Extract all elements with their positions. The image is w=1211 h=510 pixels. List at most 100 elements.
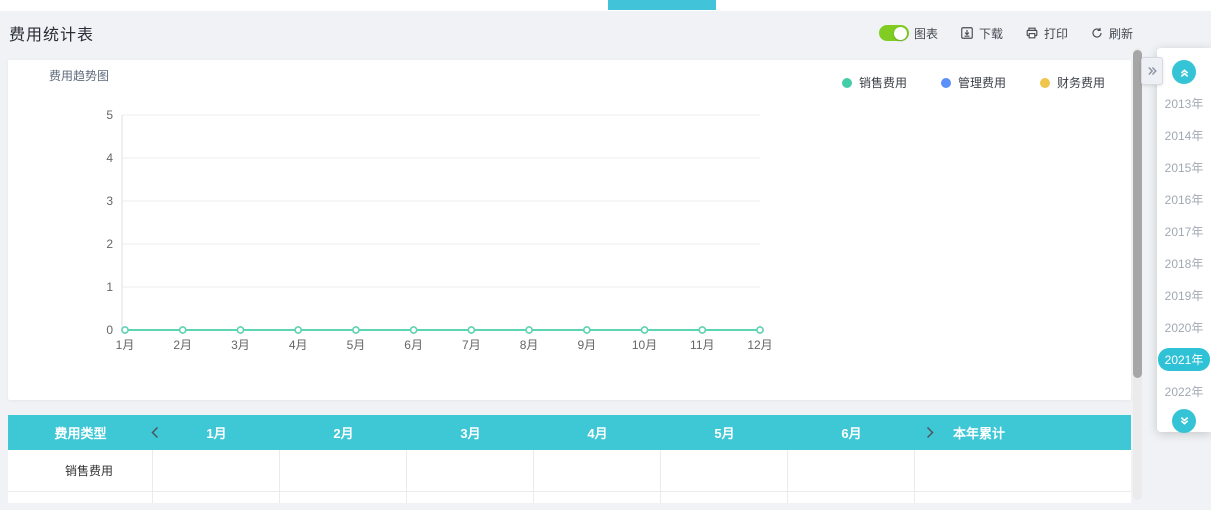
year-item[interactable]: 2013年 xyxy=(1158,87,1211,119)
year-item[interactable]: 2016年 xyxy=(1158,183,1211,215)
year-label: 2016年 xyxy=(1164,192,1204,207)
year-panel-collapse-button[interactable] xyxy=(1141,57,1163,85)
value-cell xyxy=(915,450,1131,491)
refresh-label: 刷新 xyxy=(1108,26,1133,41)
year-item[interactable]: 2021年 xyxy=(1157,343,1211,375)
top-strip xyxy=(0,0,1211,11)
year-label: 2014年 xyxy=(1164,128,1204,143)
year-list: 2013年 2014年 2015年 2016年 2017年 2018年 2019年 2020年… xyxy=(1157,87,1211,407)
svg-text:4月: 4月 xyxy=(289,338,308,352)
double-chevron-right-icon xyxy=(1148,67,1157,75)
active-tab-indicator[interactable] xyxy=(608,0,716,10)
year-label: 2018年 xyxy=(1164,256,1204,271)
year-item[interactable]: 2017年 xyxy=(1158,215,1211,247)
svg-text:11月: 11月 xyxy=(690,338,714,352)
next-months-arrow[interactable] xyxy=(925,415,935,450)
svg-text:8月: 8月 xyxy=(520,338,539,352)
value-cell xyxy=(407,492,534,503)
title-bar: 费用统计表 图表 下载 打印 刷新 xyxy=(0,11,1211,55)
legend-dot xyxy=(940,77,951,88)
chart-toggle[interactable] xyxy=(878,25,909,41)
value-cell xyxy=(661,492,788,503)
expense-type-cell: 管理费用 xyxy=(8,492,153,503)
value-cell xyxy=(915,492,1131,503)
prev-months-arrow[interactable] xyxy=(150,415,160,450)
year-item[interactable]: 2020年 xyxy=(1158,311,1211,343)
scroll-years-down-button[interactable] xyxy=(1172,409,1196,433)
value-cell xyxy=(788,492,915,503)
chart-toggle-group: 图表 xyxy=(878,25,938,42)
year-item[interactable]: 2018年 xyxy=(1158,247,1211,279)
value-cell xyxy=(788,450,915,491)
legend-label: 管理费用 xyxy=(957,76,1006,90)
table-header: 费用类型 1月 2月 3月 4月 5月 6月 本年累计 xyxy=(8,415,1131,450)
column-header-label: 2月 xyxy=(333,426,354,441)
column-header: 5月 xyxy=(661,415,788,450)
value-cell xyxy=(407,450,534,491)
legend-item[interactable]: 销售费用 xyxy=(841,74,907,91)
year-label: 2015年 xyxy=(1164,160,1204,175)
refresh-icon xyxy=(1090,26,1104,40)
toggle-knob xyxy=(894,26,908,40)
year-item[interactable]: 2015年 xyxy=(1158,151,1211,183)
svg-text:10月: 10月 xyxy=(632,338,657,352)
svg-text:3: 3 xyxy=(106,194,113,208)
column-header-label: 3月 xyxy=(460,426,481,441)
legend-label: 财务费用 xyxy=(1056,76,1105,90)
svg-text:4: 4 xyxy=(106,151,113,165)
svg-text:9月: 9月 xyxy=(577,338,596,352)
year-label: 2017年 xyxy=(1164,224,1204,239)
trend-chart: 0 1 2 3 4 5 1月 2月 3月 4月 5月 6月 7月 8月 9月 10月 11月 12月 xyxy=(106,108,772,352)
column-header: 3月 xyxy=(407,415,534,450)
svg-text:5月: 5月 xyxy=(347,338,366,352)
table-row[interactable]: 管理费用 xyxy=(8,492,1131,503)
page-title: 费用统计表 xyxy=(9,27,95,44)
column-header-label: 5月 xyxy=(714,426,735,441)
column-header: 2月 xyxy=(280,415,407,450)
print-label: 打印 xyxy=(1043,26,1068,41)
svg-text:6月: 6月 xyxy=(404,338,423,352)
year-label: 2013年 xyxy=(1164,96,1204,111)
chart-title: 费用趋势图 xyxy=(49,69,110,83)
download-button[interactable]: 下载 xyxy=(960,25,1003,42)
scroll-years-up-button[interactable] xyxy=(1172,60,1196,84)
year-item[interactable]: 2014年 xyxy=(1158,119,1211,151)
legend-dot xyxy=(1039,77,1050,88)
legend-dot xyxy=(841,77,852,88)
chart-panel: 费用趋势图 销售费用 管理费用 财务费用 0 1 2 3 4 5 1月 2月 3月 4月 5月 6月 7月 8… xyxy=(8,60,1131,400)
svg-text:2: 2 xyxy=(106,237,113,251)
svg-text:7月: 7月 xyxy=(462,338,481,352)
svg-text:3月: 3月 xyxy=(231,338,250,352)
value-cell xyxy=(280,492,407,503)
chart-toggle-label: 图表 xyxy=(913,26,938,41)
table-row[interactable]: 销售费用 xyxy=(8,450,1131,492)
column-header: 4月 xyxy=(534,415,661,450)
value-cell xyxy=(534,492,661,503)
column-header-label: 费用类型 xyxy=(54,426,107,441)
print-button[interactable]: 打印 xyxy=(1025,25,1068,42)
svg-text:1: 1 xyxy=(106,280,113,294)
value-cell xyxy=(280,450,407,491)
chart-legend: 销售费用 管理费用 财务费用 xyxy=(841,74,1105,91)
year-item[interactable]: 2019年 xyxy=(1158,279,1211,311)
download-icon xyxy=(960,26,974,40)
year-label: 2021年 xyxy=(1157,347,1211,371)
column-header-label: 1月 xyxy=(206,426,227,441)
double-chevron-up-icon xyxy=(1180,68,1188,77)
vertical-scrollbar-thumb[interactable] xyxy=(1133,50,1142,378)
column-header-label: 6月 xyxy=(841,426,862,441)
value-cell xyxy=(534,450,661,491)
expense-type-cell: 销售费用 xyxy=(8,450,153,491)
year-item[interactable]: 2022年 xyxy=(1158,375,1211,407)
toolbar: 图表 下载 打印 刷新 xyxy=(878,11,1133,55)
legend-item[interactable]: 财务费用 xyxy=(1039,74,1105,91)
refresh-button[interactable]: 刷新 xyxy=(1090,25,1133,42)
svg-text:1月: 1月 xyxy=(116,338,135,352)
legend-item[interactable]: 管理费用 xyxy=(940,74,1006,91)
column-header: 6月 xyxy=(788,415,915,450)
legend-label: 销售费用 xyxy=(858,76,907,90)
svg-text:5: 5 xyxy=(106,108,113,122)
print-icon xyxy=(1025,26,1039,40)
